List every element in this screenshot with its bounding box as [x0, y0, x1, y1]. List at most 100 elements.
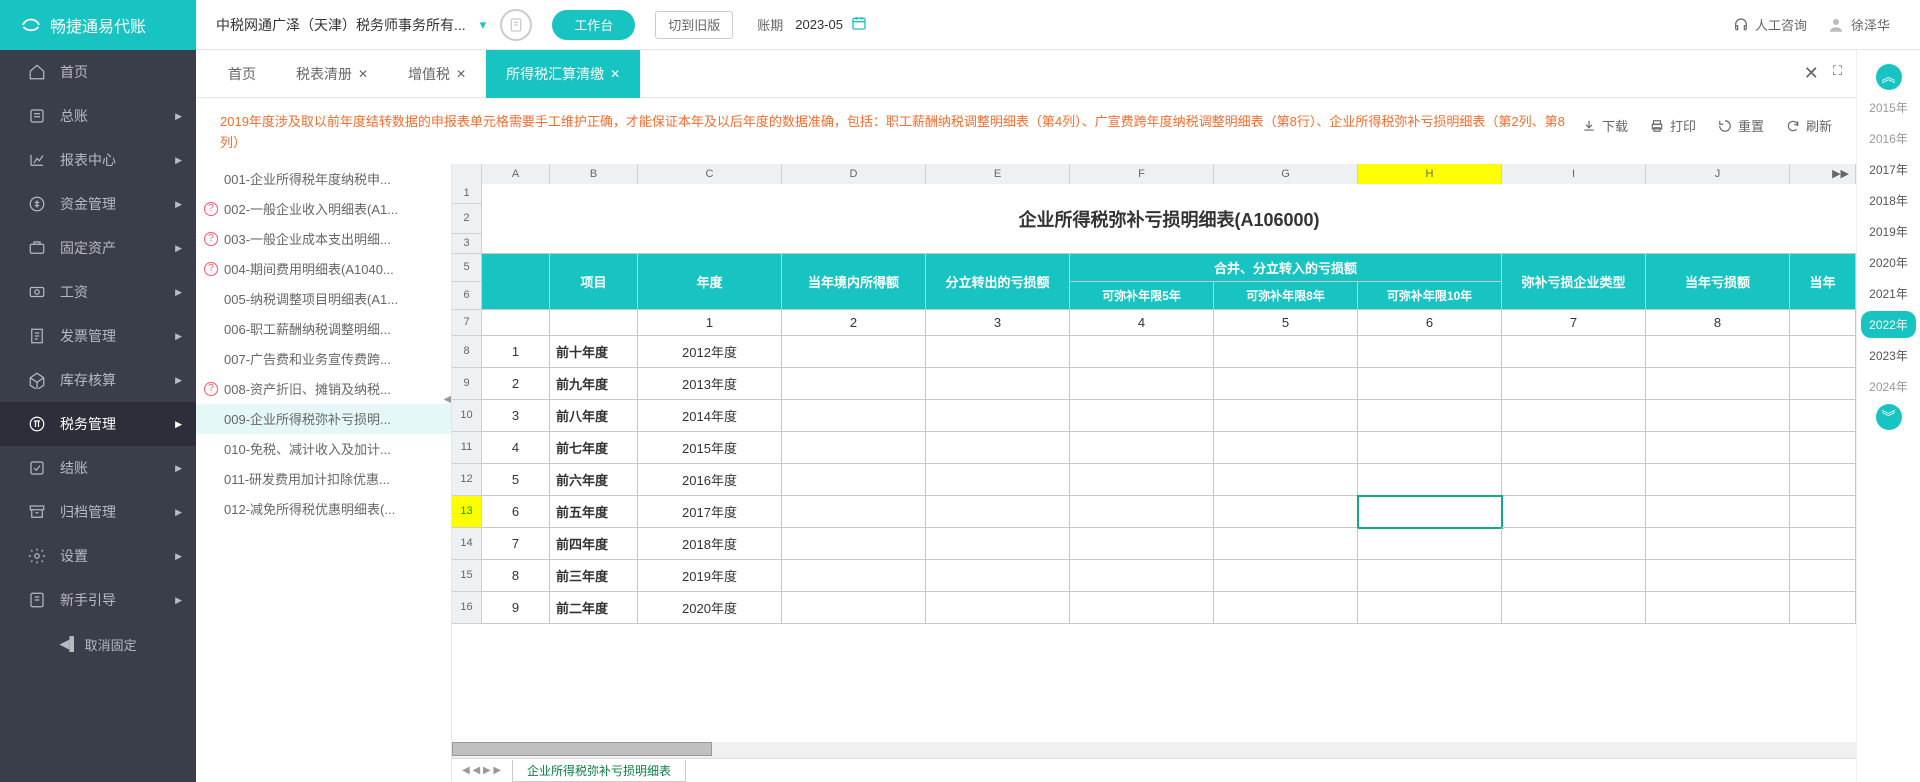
cell[interactable]	[1214, 336, 1358, 368]
cell[interactable]	[1790, 528, 1856, 560]
cell[interactable]	[1070, 464, 1214, 496]
cell[interactable]	[1790, 310, 1856, 336]
sidebar-item-settings[interactable]: 设置▶	[0, 534, 196, 578]
cell[interactable]: 3	[926, 310, 1070, 336]
cell[interactable]	[1358, 400, 1502, 432]
cell[interactable]	[1214, 496, 1358, 528]
cell[interactable]	[1070, 560, 1214, 592]
reset-button[interactable]: 重置	[1718, 116, 1764, 135]
tab[interactable]: 首页	[208, 50, 276, 98]
cell[interactable]: 前七年度	[550, 432, 638, 464]
cell[interactable]	[1358, 432, 1502, 464]
cell[interactable]	[926, 528, 1070, 560]
cell[interactable]	[1358, 560, 1502, 592]
switch-old-button[interactable]: 切到旧版	[655, 11, 733, 39]
row-header[interactable]: 5	[452, 254, 482, 282]
cell[interactable]: 8	[482, 560, 550, 592]
cell[interactable]: 2017年度	[638, 496, 782, 528]
cell[interactable]	[1646, 464, 1790, 496]
cell[interactable]	[1646, 336, 1790, 368]
sheet-list-item[interactable]: ?002-一般企业收入明细表(A1...	[196, 194, 451, 224]
tab[interactable]: 增值税✕	[388, 50, 486, 98]
cell[interactable]	[926, 560, 1070, 592]
cell[interactable]: 当年	[1790, 254, 1856, 310]
workbench-button[interactable]: 工作台	[552, 10, 635, 40]
sidebar-item-archive[interactable]: 归档管理▶	[0, 490, 196, 534]
cell[interactable]: 2	[782, 310, 926, 336]
row-header[interactable]: 8	[452, 336, 482, 368]
cell[interactable]	[482, 254, 550, 310]
col-header[interactable]: ▶▶	[1790, 164, 1856, 184]
cell[interactable]	[1358, 368, 1502, 400]
cell[interactable]	[1358, 496, 1502, 528]
sheet-list-item[interactable]: ?004-期间费用明细表(A1040...	[196, 254, 451, 284]
cell[interactable]: 2016年度	[638, 464, 782, 496]
sheet-list-item[interactable]: 007-广告费和业务宣传费跨...	[196, 344, 451, 374]
cell[interactable]	[1646, 432, 1790, 464]
year-item[interactable]: 2016年	[1861, 125, 1916, 152]
row-header[interactable]: 16	[452, 592, 482, 624]
cell[interactable]: 可弥补年限8年	[1214, 282, 1358, 310]
cell[interactable]	[1214, 528, 1358, 560]
row-header[interactable]: 7	[452, 310, 482, 336]
cell[interactable]: 2015年度	[638, 432, 782, 464]
cell[interactable]	[782, 560, 926, 592]
tab-close-icon[interactable]: ✕	[358, 67, 368, 81]
row-header[interactable]: 15	[452, 560, 482, 592]
row-header[interactable]: 1	[452, 184, 482, 204]
cell[interactable]: 前六年度	[550, 464, 638, 496]
cell[interactable]	[1502, 464, 1646, 496]
cell[interactable]: 可弥补年限5年	[1070, 282, 1214, 310]
cell[interactable]	[1646, 592, 1790, 624]
period-value[interactable]: 2023-05	[795, 17, 843, 32]
tab[interactable]: 税表清册✕	[276, 50, 388, 98]
cell[interactable]	[1358, 528, 1502, 560]
cell[interactable]	[482, 234, 1856, 254]
cell[interactable]: 5	[482, 464, 550, 496]
sheet-list-item[interactable]: ?003-一般企业成本支出明细...	[196, 224, 451, 254]
cell[interactable]: 2012年度	[638, 336, 782, 368]
cell[interactable]: 8	[1646, 310, 1790, 336]
sheet-list-item[interactable]: 006-职工薪酬纳税调整明细...	[196, 314, 451, 344]
tab-close-icon[interactable]: ✕	[1804, 63, 1819, 84]
cell[interactable]: 可弥补年限10年	[1358, 282, 1502, 310]
cell[interactable]: 1	[638, 310, 782, 336]
cell[interactable]	[926, 432, 1070, 464]
cell[interactable]: 前五年度	[550, 496, 638, 528]
cell[interactable]	[1502, 336, 1646, 368]
refresh-button[interactable]: 刷新	[1786, 116, 1832, 135]
row-header[interactable]: 11	[452, 432, 482, 464]
cell[interactable]	[1790, 560, 1856, 592]
cell[interactable]	[926, 336, 1070, 368]
cell[interactable]: 当年亏损额	[1646, 254, 1790, 310]
cell[interactable]	[1646, 496, 1790, 528]
cell[interactable]	[1790, 368, 1856, 400]
sheet-body[interactable]: 12企业所得税弥补亏损明细表(A106000)34行次项目年度当年境内所得额分立…	[452, 184, 1856, 744]
cell[interactable]: 前九年度	[550, 368, 638, 400]
cell[interactable]	[1214, 464, 1358, 496]
col-header[interactable]: C	[638, 164, 782, 184]
cell[interactable]	[926, 592, 1070, 624]
sheet-tab[interactable]: 企业所得税弥补亏损明细表	[512, 760, 686, 782]
sheet-list-item[interactable]: ?008-资产折旧、摊销及纳税...	[196, 374, 451, 404]
cell[interactable]: 2018年度	[638, 528, 782, 560]
tab-close-icon[interactable]: ✕	[610, 67, 620, 81]
cell[interactable]: 6	[1358, 310, 1502, 336]
cell[interactable]	[1502, 528, 1646, 560]
year-item[interactable]: 2023年	[1861, 342, 1916, 369]
cell[interactable]: 前十年度	[550, 336, 638, 368]
col-header[interactable]: A	[482, 164, 550, 184]
cell[interactable]: 年度	[638, 254, 782, 310]
year-item[interactable]: 2017年	[1861, 156, 1916, 183]
cell[interactable]	[1502, 592, 1646, 624]
cell[interactable]	[1790, 592, 1856, 624]
cell[interactable]	[1214, 432, 1358, 464]
cell[interactable]: 项目	[550, 254, 638, 310]
cell[interactable]	[1502, 368, 1646, 400]
scrollbar-thumb[interactable]	[452, 742, 712, 756]
sidebar-item-chart[interactable]: 报表中心▶	[0, 138, 196, 182]
sidebar-item-home[interactable]: 首页	[0, 50, 196, 94]
sidebar-item-stock[interactable]: 库存核算▶	[0, 358, 196, 402]
sidebar-item-tax[interactable]: 税务管理▶	[0, 402, 196, 446]
col-header[interactable]: B	[550, 164, 638, 184]
